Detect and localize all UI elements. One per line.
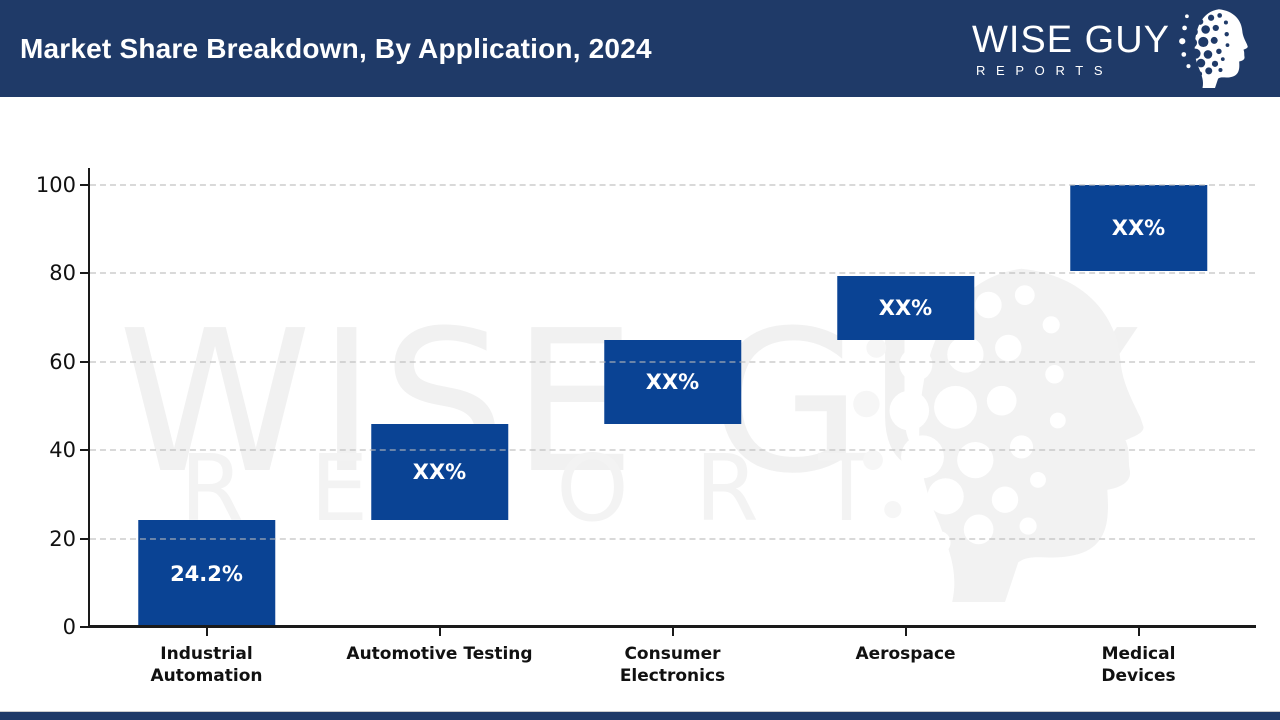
footer-bar (0, 711, 1280, 720)
y-axis-spine (88, 168, 90, 628)
bar-value-label-aerospace: XX% (878, 295, 933, 320)
bar-value-label-consumer-electronics: XX% (645, 369, 700, 394)
bar-value-label-industrial-automation: 24.2% (170, 561, 243, 586)
brand-subname: REPORTS (975, 62, 1114, 78)
brand-name: WISE GUY (971, 18, 1170, 61)
gridline-40 (90, 449, 1255, 452)
y-tick-mark-40 (80, 449, 88, 452)
x-tick-mark-industrial-automation (205, 628, 208, 636)
y-tick-mark-60 (80, 360, 88, 363)
y-tick-label-80: 80 (49, 261, 76, 286)
y-tick-label-40: 40 (49, 438, 76, 463)
x-tick-mark-automotive-testing (438, 628, 441, 636)
gridline-80 (90, 272, 1255, 275)
x-tick-label-consumer-electronics: Consumer Electronics (619, 644, 726, 687)
bar-consumer-electronics: XX% (603, 339, 742, 424)
x-tick-label-industrial-automation: Industrial Automation (150, 644, 263, 687)
x-tick-mark-aerospace (904, 628, 907, 636)
bar-value-label-medical-devices: XX% (1111, 216, 1166, 241)
page-title: Market Share Breakdown, By Application, … (20, 32, 652, 64)
bar-industrial-automation: 24.2% (137, 520, 276, 627)
x-tick-mark-consumer-electronics (671, 628, 674, 636)
bar-aerospace: XX% (836, 275, 975, 340)
x-axis-spine (88, 625, 1256, 628)
y-tick-mark-0 (80, 626, 88, 628)
y-tick-label-0: 0 (62, 615, 76, 639)
x-tick-mark-medical-devices (1137, 628, 1140, 636)
brand-logo: WISE GUY REPORTS (972, 6, 1254, 92)
y-tick-label-100: 100 (35, 173, 76, 197)
bar-automotive-testing: XX% (370, 423, 509, 521)
x-tick-label-medical-devices: Medical Devices (1101, 644, 1176, 687)
x-tick-label-automotive-testing: Automotive Testing (346, 644, 533, 664)
bar-value-label-automotive-testing: XX% (412, 459, 467, 484)
plot-area: 0 20 40 60 80 100 24.2% XX% XX% XX% XX% Industrial … (36, 173, 1255, 686)
y-tick-mark-80 (80, 272, 88, 275)
bar-medical-devices: XX% (1069, 185, 1208, 272)
y-tick-mark-100 (80, 184, 88, 186)
brand-text: WISE GUY REPORTS (972, 21, 1170, 77)
y-tick-label-60: 60 (49, 349, 76, 374)
header-bar: Market Share Breakdown, By Application, … (0, 0, 1280, 97)
x-tick-label-aerospace: Aerospace (855, 644, 956, 664)
y-tick-label-20: 20 (49, 526, 76, 551)
y-tick-mark-20 (80, 537, 88, 540)
brand-head-icon (1179, 8, 1248, 88)
